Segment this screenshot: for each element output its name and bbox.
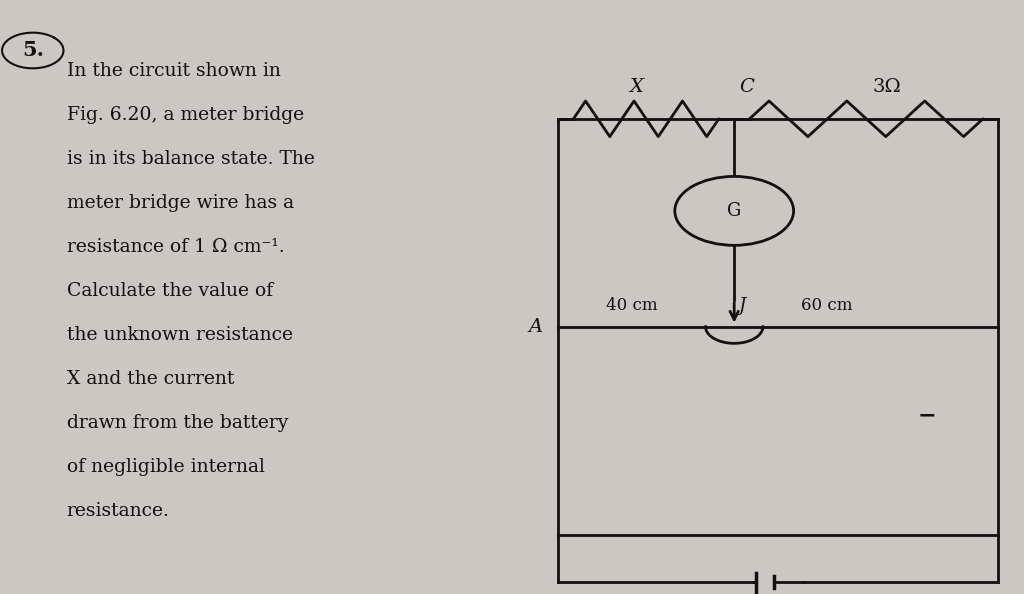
Text: X: X — [629, 78, 643, 96]
Text: 60 cm: 60 cm — [801, 298, 852, 314]
Text: of negligible internal: of negligible internal — [67, 458, 264, 476]
Text: the unknown resistance: the unknown resistance — [67, 326, 293, 344]
Text: C: C — [739, 78, 755, 96]
Text: is in its balance state. The: is in its balance state. The — [67, 150, 314, 168]
Text: G: G — [727, 202, 741, 220]
Text: drawn from the battery: drawn from the battery — [67, 414, 288, 432]
Text: In the circuit shown in: In the circuit shown in — [67, 62, 281, 80]
Text: 5.: 5. — [22, 40, 44, 61]
Text: −: − — [918, 406, 936, 426]
Text: A: A — [528, 318, 543, 336]
Text: 3Ω: 3Ω — [872, 78, 901, 96]
Bar — [558, 119, 998, 535]
Text: resistance.: resistance. — [67, 502, 169, 520]
Text: Fig. 6.20, a meter bridge: Fig. 6.20, a meter bridge — [67, 106, 304, 124]
Text: 40 cm: 40 cm — [606, 298, 657, 314]
Text: meter bridge wire has a: meter bridge wire has a — [67, 194, 294, 212]
Text: X and the current: X and the current — [67, 370, 233, 388]
Text: Calculate the value of: Calculate the value of — [67, 282, 272, 300]
Text: resistance of 1 Ω cm⁻¹.: resistance of 1 Ω cm⁻¹. — [67, 238, 285, 256]
Text: J: J — [738, 297, 745, 315]
Circle shape — [675, 176, 794, 245]
